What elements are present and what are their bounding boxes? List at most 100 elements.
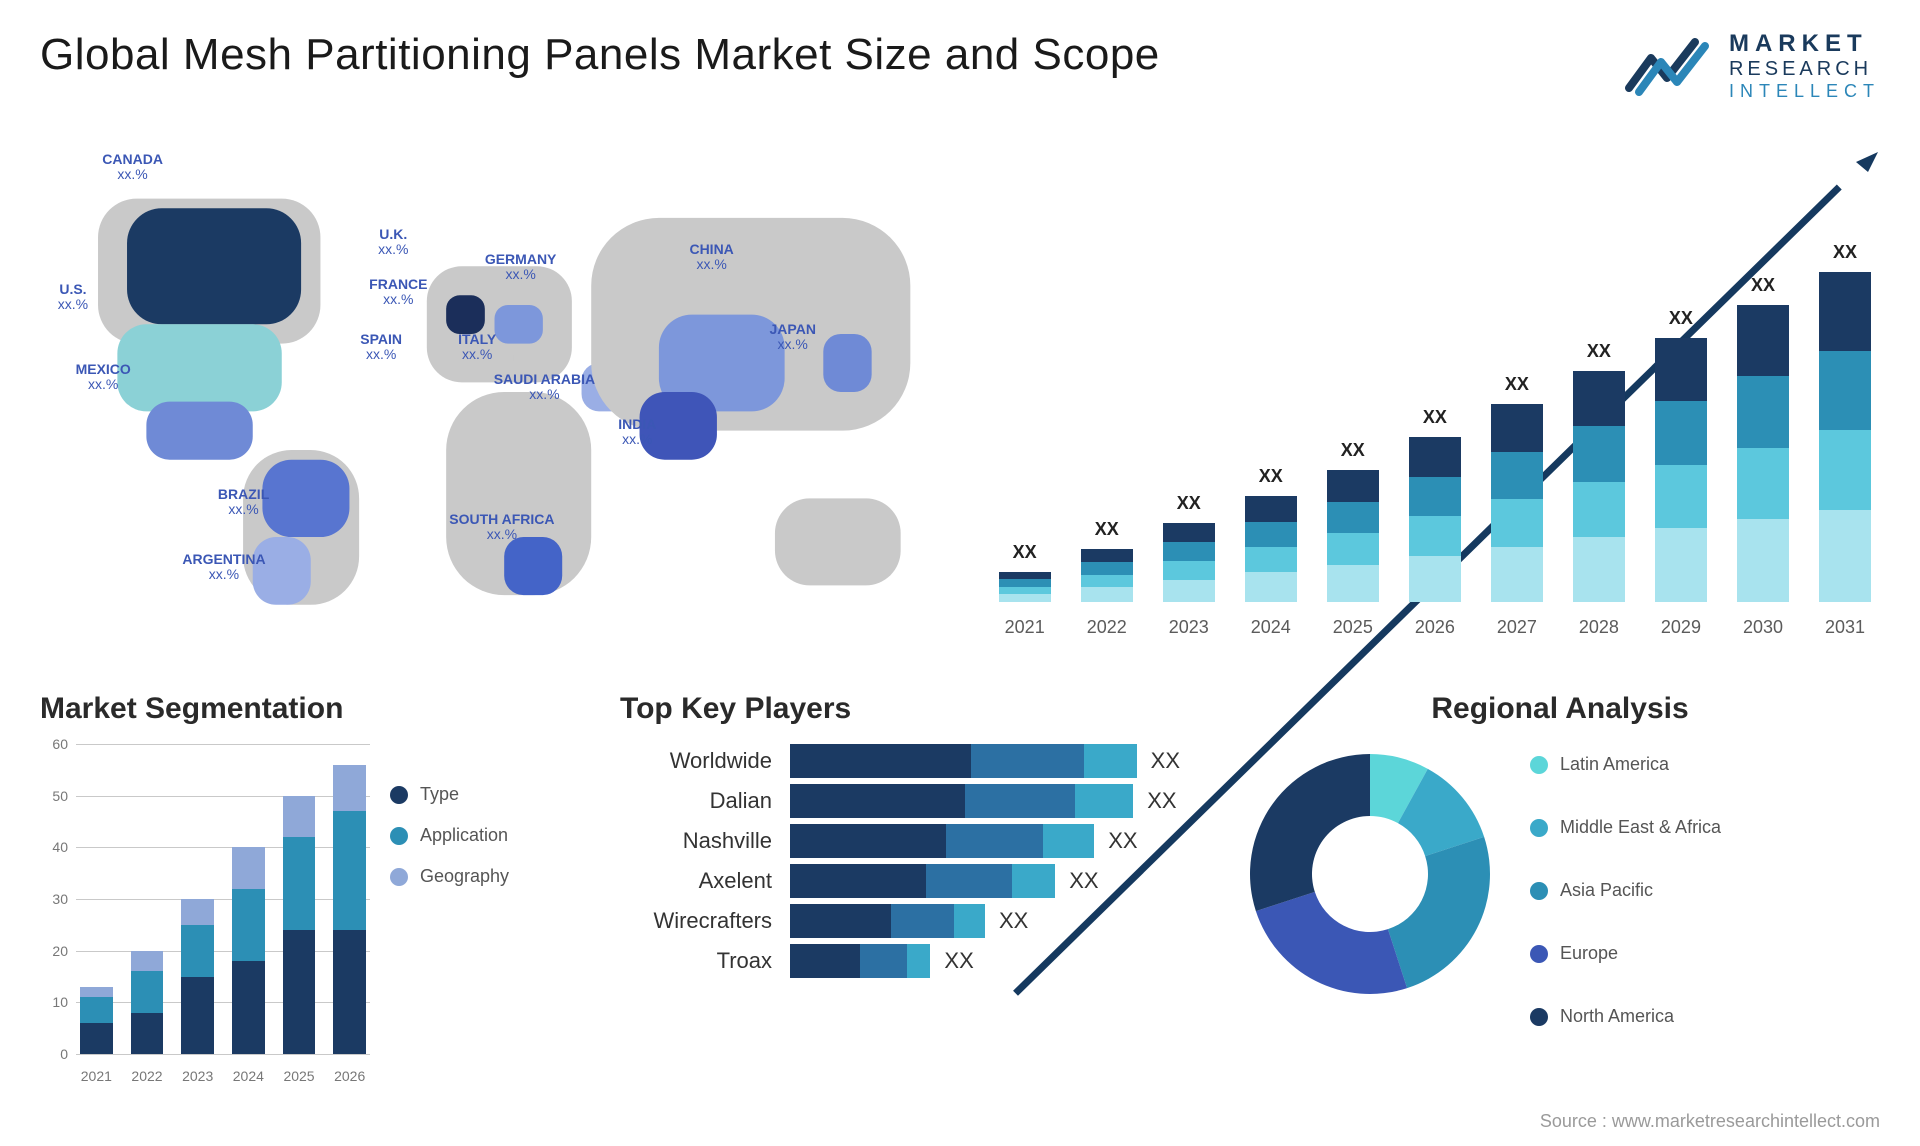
seg-bar-segment bbox=[333, 811, 366, 930]
seg-bar-segment bbox=[283, 930, 316, 1054]
seg-x-label: 2023 bbox=[177, 1068, 218, 1084]
seg-x-label: 2022 bbox=[127, 1068, 168, 1084]
seg-x-label: 2026 bbox=[329, 1068, 370, 1084]
main-x-label: 2023 bbox=[1154, 617, 1224, 638]
map-label: FRANCExx.% bbox=[369, 277, 427, 308]
main-x-label: 2021 bbox=[990, 617, 1060, 638]
kp-bar-wrap: XX bbox=[790, 864, 1180, 898]
seg-bar-segment bbox=[232, 847, 265, 888]
donut-legend-item: Asia Pacific bbox=[1530, 880, 1721, 901]
donut-slice bbox=[1250, 754, 1370, 911]
seg-bar-segment bbox=[283, 837, 316, 930]
seg-bar-segment bbox=[333, 930, 366, 1054]
legend-text: Type bbox=[420, 784, 459, 805]
legend-text: North America bbox=[1560, 1006, 1674, 1027]
seg-legend-item: Type bbox=[390, 784, 560, 805]
kp-segment bbox=[1012, 864, 1055, 898]
seg-ytick: 60 bbox=[52, 736, 68, 752]
country-name: SAUDI ARABIA bbox=[494, 372, 595, 387]
main-bar-label: XX bbox=[1810, 242, 1880, 263]
kp-segment bbox=[790, 784, 965, 818]
main-bar-segment bbox=[1409, 477, 1461, 517]
seg-bar bbox=[329, 765, 370, 1054]
main-bar-segment bbox=[1327, 565, 1379, 602]
main-x-label: 2022 bbox=[1072, 617, 1142, 638]
country-pct: xx.% bbox=[102, 167, 163, 182]
country-pct: xx.% bbox=[182, 567, 265, 582]
country-name: JAPAN bbox=[770, 322, 816, 337]
logo: MARKET RESEARCH INTELLECT bbox=[1625, 30, 1880, 102]
main-bar-label: XX bbox=[1072, 519, 1142, 540]
kp-segment bbox=[1043, 824, 1094, 858]
map-region bbox=[504, 537, 562, 595]
main-bar-segment bbox=[1327, 533, 1379, 565]
main-bar-label: XX bbox=[990, 542, 1060, 563]
main-x-label: 2031 bbox=[1810, 617, 1880, 638]
country-name: SOUTH AFRICA bbox=[449, 512, 554, 527]
main-bar-segment bbox=[999, 594, 1051, 602]
kp-segment bbox=[790, 824, 946, 858]
main-bar: XX bbox=[1728, 272, 1798, 602]
kp-segment bbox=[790, 864, 926, 898]
kp-value: XX bbox=[1147, 788, 1176, 814]
country-name: CANADA bbox=[102, 152, 163, 167]
seg-bar-segment bbox=[283, 796, 316, 837]
kp-name: Nashville bbox=[620, 828, 790, 854]
country-pct: xx.% bbox=[689, 257, 733, 272]
country-pct: xx.% bbox=[449, 527, 554, 542]
country-name: ARGENTINA bbox=[182, 552, 265, 567]
seg-bar bbox=[279, 796, 320, 1054]
seg-ytick: 30 bbox=[52, 891, 68, 907]
main-bar-segment bbox=[1491, 547, 1543, 602]
main-bar-label: XX bbox=[1728, 275, 1798, 296]
bottom-row: Market Segmentation 0102030405060 202120… bbox=[40, 692, 1880, 1112]
kp-row: AxelentXX bbox=[620, 864, 1180, 898]
map-label: INDIAxx.% bbox=[618, 417, 656, 448]
country-pct: xx.% bbox=[369, 292, 427, 307]
country-pct: xx.% bbox=[378, 242, 408, 257]
kp-segment bbox=[965, 784, 1074, 818]
seg-bar bbox=[228, 847, 269, 1054]
seg-bar-segment bbox=[131, 951, 164, 972]
main-bar-label: XX bbox=[1236, 466, 1306, 487]
main-bar-segment bbox=[1573, 426, 1625, 481]
legend-dot-icon bbox=[1530, 1008, 1548, 1026]
legend-text: Europe bbox=[1560, 943, 1618, 964]
kp-value: XX bbox=[1151, 748, 1180, 774]
country-pct: xx.% bbox=[58, 297, 88, 312]
kp-value: XX bbox=[1069, 868, 1098, 894]
header: Global Mesh Partitioning Panels Market S… bbox=[40, 30, 1880, 102]
main-bar-segment bbox=[1655, 465, 1707, 528]
country-pct: xx.% bbox=[458, 347, 496, 362]
main-bar-segment bbox=[1081, 549, 1133, 562]
map-svg bbox=[40, 142, 930, 642]
kp-bar-wrap: XX bbox=[790, 784, 1180, 818]
seg-bar-segment bbox=[181, 977, 214, 1055]
kp-segment bbox=[790, 744, 971, 778]
main-bar-segment bbox=[1327, 470, 1379, 502]
main-bar-segment bbox=[1491, 404, 1543, 452]
map-region bbox=[127, 208, 301, 324]
legend-text: Geography bbox=[420, 866, 509, 887]
kp-row: NashvilleXX bbox=[620, 824, 1180, 858]
main-bar-segment bbox=[1737, 376, 1789, 447]
kp-segment bbox=[790, 904, 891, 938]
seg-legend-item: Application bbox=[390, 825, 560, 846]
map-region bbox=[146, 402, 252, 460]
seg-bar-segment bbox=[131, 1013, 164, 1054]
main-bar-segment bbox=[1819, 430, 1871, 509]
main-bar-label: XX bbox=[1318, 440, 1388, 461]
main-bar: XX bbox=[1236, 272, 1306, 602]
logo-text: MARKET RESEARCH INTELLECT bbox=[1729, 30, 1880, 102]
seg-ytick: 50 bbox=[52, 788, 68, 804]
seg-bar-segment bbox=[333, 765, 366, 812]
main-bar-segment bbox=[1819, 272, 1871, 351]
kp-value: XX bbox=[944, 948, 973, 974]
seg-ytick: 0 bbox=[60, 1046, 68, 1062]
country-name: SPAIN bbox=[360, 332, 402, 347]
legend-text: Latin America bbox=[1560, 754, 1669, 775]
main-bar-segment bbox=[1737, 305, 1789, 376]
seg-x-label: 2021 bbox=[76, 1068, 117, 1084]
regional-section: Regional Analysis Latin AmericaMiddle Ea… bbox=[1240, 692, 1880, 1112]
map-label: U.S.xx.% bbox=[58, 282, 88, 313]
